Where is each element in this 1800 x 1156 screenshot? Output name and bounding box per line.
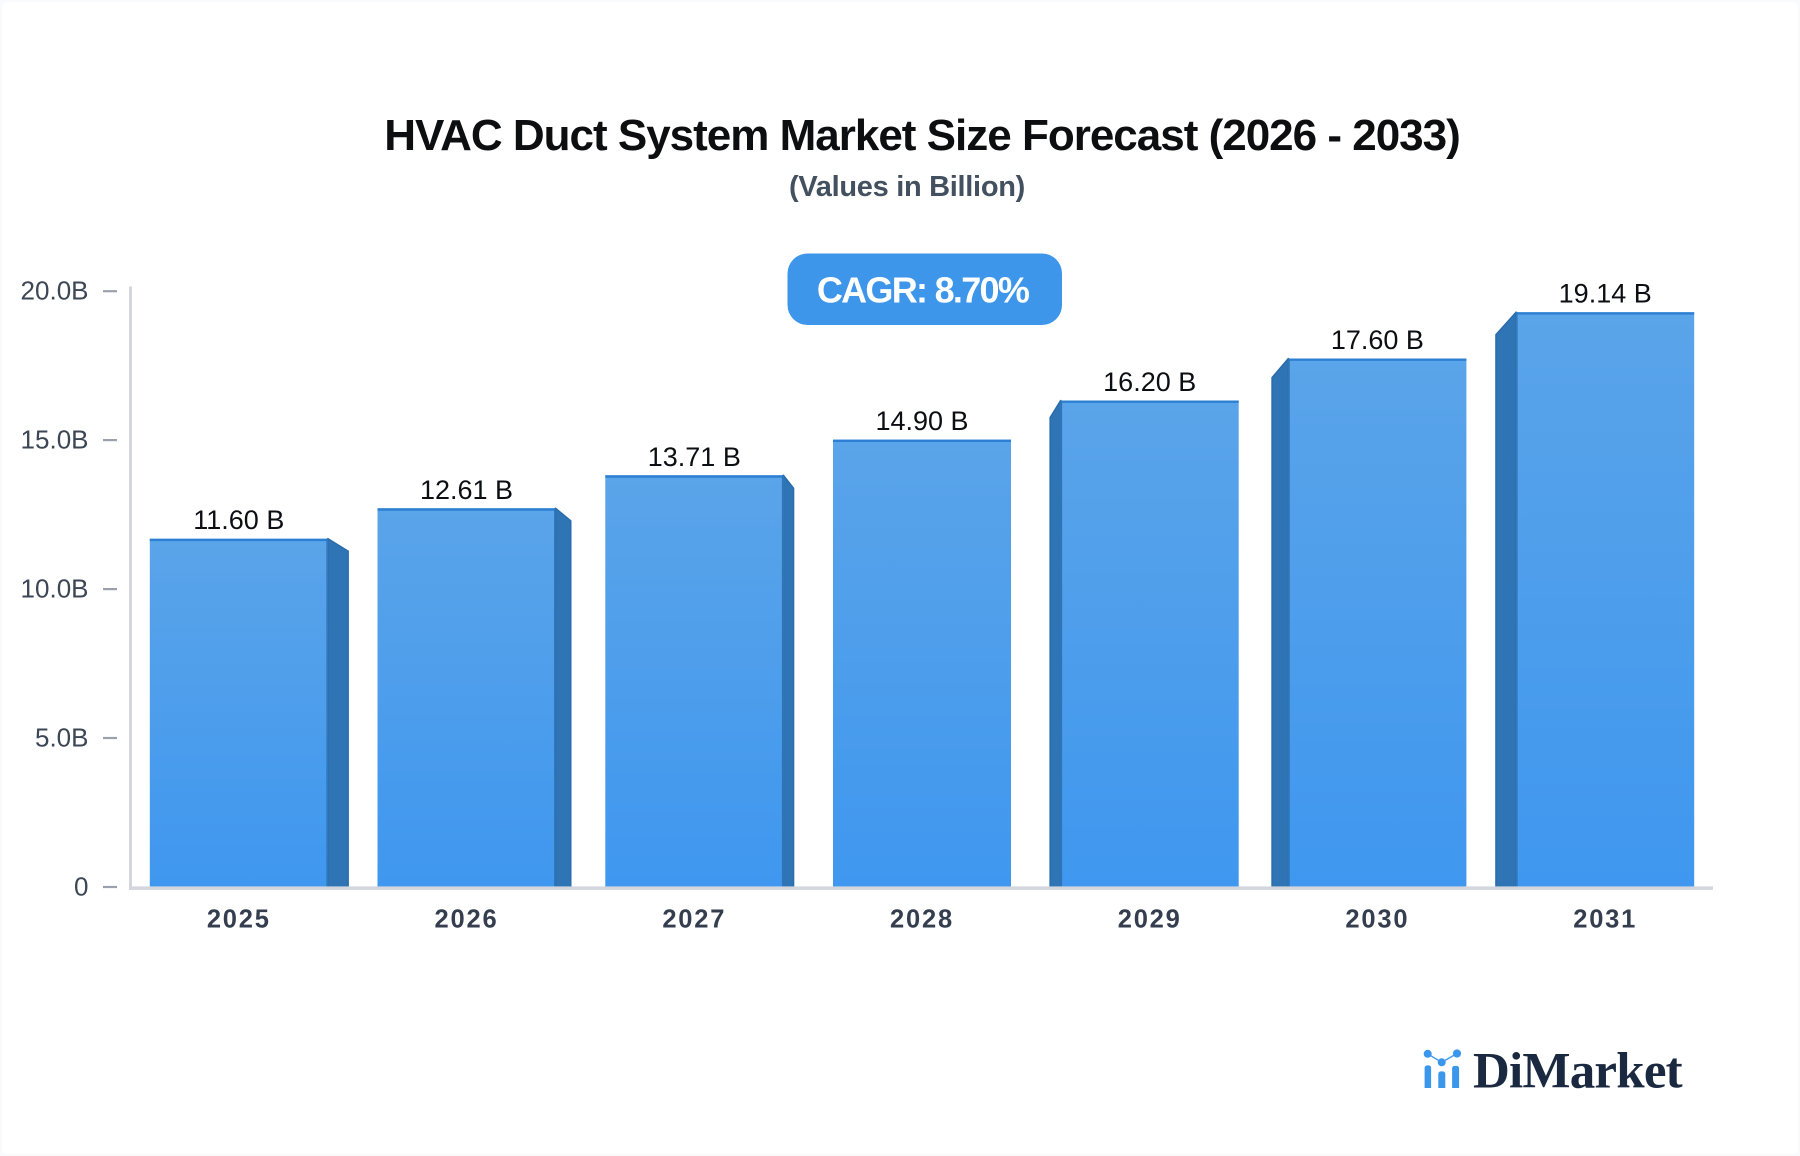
- svg-text:19.14 B: 19.14 B: [1559, 279, 1652, 309]
- svg-text:2026: 2026: [435, 906, 499, 934]
- svg-text:17.60 B: 17.60 B: [1331, 325, 1424, 355]
- svg-text:CAGR: 8.70%: CAGR: 8.70%: [817, 270, 1030, 311]
- svg-text:2025: 2025: [207, 906, 271, 934]
- svg-text:5.0B: 5.0B: [35, 723, 89, 753]
- svg-text:12.61 B: 12.61 B: [420, 475, 513, 505]
- svg-text:DiMarket: DiMarket: [1473, 1044, 1683, 1100]
- svg-text:10.0B: 10.0B: [21, 574, 89, 604]
- svg-text:15.0B: 15.0B: [21, 425, 89, 455]
- svg-text:2030: 2030: [1345, 906, 1409, 934]
- svg-text:13.71 B: 13.71 B: [648, 442, 741, 472]
- svg-text:14.90 B: 14.90 B: [875, 406, 968, 436]
- svg-text:20.0B: 20.0B: [21, 276, 89, 306]
- svg-text:11.60 B: 11.60 B: [193, 505, 284, 535]
- svg-text:2029: 2029: [1118, 906, 1182, 934]
- svg-text:(Values in Billion): (Values in Billion): [789, 171, 1025, 203]
- svg-text:0: 0: [74, 872, 88, 902]
- svg-text:HVAC Duct System Market Size F: HVAC Duct System Market Size Forecast (2…: [384, 111, 1460, 160]
- svg-text:2028: 2028: [890, 906, 954, 934]
- svg-text:16.20 B: 16.20 B: [1103, 367, 1196, 397]
- svg-text:2031: 2031: [1573, 906, 1637, 934]
- svg-text:2027: 2027: [662, 906, 726, 934]
